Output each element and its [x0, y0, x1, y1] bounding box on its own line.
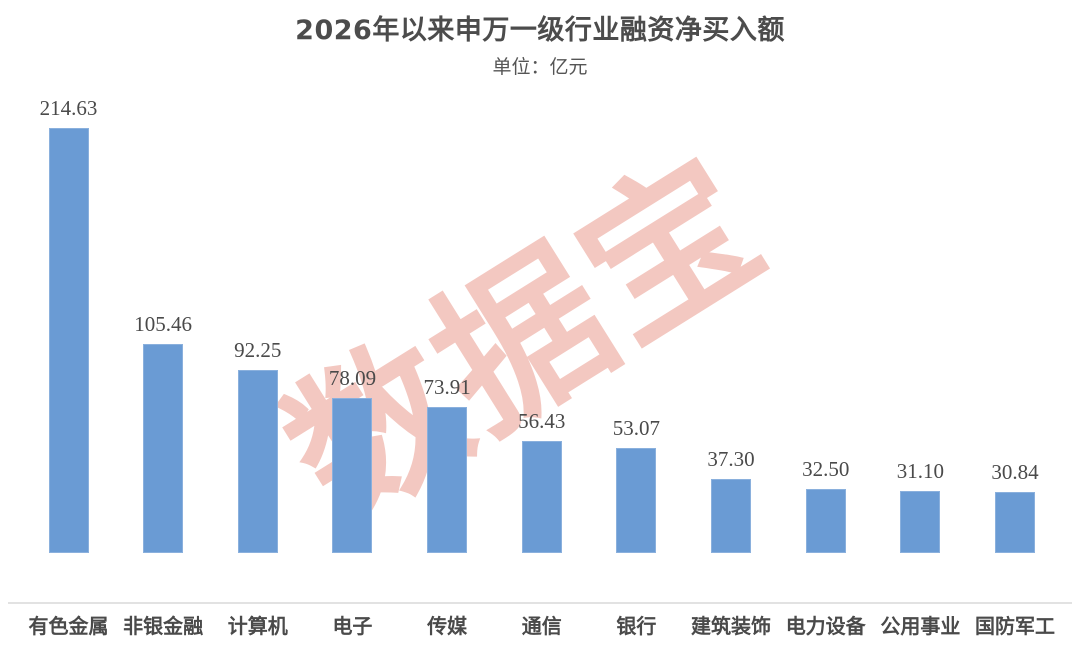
bar[interactable] [711, 479, 752, 553]
bar-group: 31.10 [873, 83, 967, 553]
bar-inner: 214.63 [40, 98, 97, 553]
bar-inner: 105.46 [134, 314, 192, 553]
bar-group: 53.07 [589, 83, 683, 553]
title-block: 2026年以来申万一级行业融资净买入额 单位：亿元 [0, 14, 1080, 79]
x-axis-label: 非银金融 [123, 614, 204, 638]
x-axis-label: 公用事业 [880, 614, 961, 638]
bar-value-label: 56.43 [518, 409, 566, 433]
bar-group: 92.25 [211, 83, 305, 553]
bar-group: 78.09 [305, 83, 399, 553]
bar[interactable] [143, 344, 184, 553]
bar[interactable] [237, 370, 278, 553]
bar-inner: 37.30 [707, 449, 755, 553]
bar-value-label: 105.46 [134, 312, 193, 336]
bar-inner: 56.43 [518, 411, 565, 553]
x-axis-label: 建筑装饰 [691, 614, 772, 638]
bar-group: 214.63 [22, 83, 116, 553]
chart-title: 2026年以来申万一级行业融资净买入额 [295, 15, 785, 46]
chart-subtitle-unit: 单位：亿元 [492, 55, 588, 78]
x-axis-label: 国防军工 [975, 614, 1055, 638]
plot-area: 214.63 105.46 92.25 78.09 73.91 56.43 53.07 37.… [22, 83, 1062, 553]
bar[interactable] [521, 441, 562, 553]
bar-value-label: 32.50 [802, 457, 850, 481]
x-axis-line [8, 602, 1072, 604]
x-axis-label: 有色金属 [28, 614, 109, 638]
bar-group: 105.46 [116, 83, 210, 553]
bar-inner: 31.10 [897, 461, 944, 553]
x-axis-label: 电力设备 [785, 614, 866, 638]
bar-value-label: 214.63 [39, 96, 98, 120]
bar-inner: 32.50 [802, 459, 849, 553]
bar-group: 32.50 [779, 83, 873, 553]
bar-group: 56.43 [495, 83, 589, 553]
x-axis-label: 通信 [521, 614, 562, 638]
bar-value-label: 73.91 [423, 375, 471, 399]
bar-inner: 92.25 [234, 340, 281, 553]
bar-value-label: 78.09 [328, 366, 377, 390]
bar[interactable] [48, 128, 89, 553]
bar-inner: 78.09 [329, 368, 376, 553]
bar[interactable] [805, 489, 846, 553]
bar-value-label: 53.07 [612, 416, 661, 440]
x-axis-label: 银行 [616, 614, 657, 638]
bar[interactable] [332, 398, 373, 553]
bar-value-label: 30.84 [991, 460, 1039, 484]
x-axis-label: 传媒 [427, 614, 468, 638]
bar-group: 73.91 [400, 83, 494, 553]
bar[interactable] [995, 492, 1035, 553]
bar-inner: 53.07 [613, 418, 660, 553]
bar-group: 37.30 [684, 83, 778, 553]
bar-group: 30.84 [968, 83, 1062, 553]
bar[interactable] [900, 491, 941, 553]
bar[interactable] [427, 407, 468, 553]
bar-inner: 30.84 [991, 462, 1039, 553]
bar[interactable] [616, 448, 657, 553]
bar-value-label: 92.25 [234, 338, 282, 362]
x-axis-label: 电子 [332, 614, 373, 638]
bar-inner: 73.91 [423, 377, 471, 553]
x-axis-label: 计算机 [227, 614, 288, 638]
x-axis-label-row: 有色金属 非银金融 计算机 电子 传媒 通信 银行 建筑装饰 电力设备 公用事业 国防军工 [0, 612, 1080, 654]
bar-value-label: 31.10 [896, 459, 944, 483]
bar-value-label: 37.30 [707, 447, 755, 471]
